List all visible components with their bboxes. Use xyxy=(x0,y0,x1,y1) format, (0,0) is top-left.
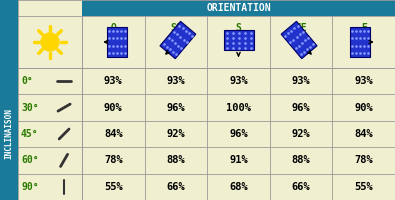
Text: 100%: 100% xyxy=(226,103,251,113)
Text: 96%: 96% xyxy=(167,103,185,113)
Text: 66%: 66% xyxy=(292,182,310,192)
Text: E: E xyxy=(361,23,367,33)
Text: 88%: 88% xyxy=(292,155,310,165)
Text: 45°: 45° xyxy=(21,129,39,139)
Text: O: O xyxy=(110,23,116,33)
Text: 93%: 93% xyxy=(167,76,185,86)
Polygon shape xyxy=(224,30,254,50)
Text: 60°: 60° xyxy=(21,155,39,165)
Circle shape xyxy=(41,33,59,51)
Bar xyxy=(18,0,82,16)
Text: 92%: 92% xyxy=(292,129,310,139)
Text: SO: SO xyxy=(170,23,182,33)
Text: 93%: 93% xyxy=(104,76,123,86)
Text: 78%: 78% xyxy=(354,155,373,165)
Text: 90%: 90% xyxy=(104,103,123,113)
Text: 93%: 93% xyxy=(229,76,248,86)
Text: 93%: 93% xyxy=(292,76,310,86)
Text: 0°: 0° xyxy=(21,76,33,86)
Polygon shape xyxy=(350,27,370,57)
Text: 78%: 78% xyxy=(104,155,123,165)
Bar xyxy=(82,0,395,16)
Text: 55%: 55% xyxy=(104,182,123,192)
Text: INCLINAISON: INCLINAISON xyxy=(4,109,13,159)
Text: 84%: 84% xyxy=(104,129,123,139)
Text: S: S xyxy=(235,23,241,33)
Text: 55%: 55% xyxy=(354,182,373,192)
Text: 90%: 90% xyxy=(354,103,373,113)
Text: 30°: 30° xyxy=(21,103,39,113)
Text: 92%: 92% xyxy=(167,129,185,139)
Polygon shape xyxy=(107,27,127,57)
Bar xyxy=(0,0,18,200)
Text: 66%: 66% xyxy=(167,182,185,192)
Text: 90°: 90° xyxy=(21,182,39,192)
Text: 84%: 84% xyxy=(354,129,373,139)
Text: ORIENTATION: ORIENTATION xyxy=(206,3,271,13)
Text: 93%: 93% xyxy=(354,76,373,86)
Text: SE: SE xyxy=(295,23,307,33)
Text: 96%: 96% xyxy=(292,103,310,113)
Text: 68%: 68% xyxy=(229,182,248,192)
Polygon shape xyxy=(281,21,317,59)
Text: 88%: 88% xyxy=(167,155,185,165)
Text: 96%: 96% xyxy=(229,129,248,139)
Text: 91%: 91% xyxy=(229,155,248,165)
Polygon shape xyxy=(160,21,196,59)
